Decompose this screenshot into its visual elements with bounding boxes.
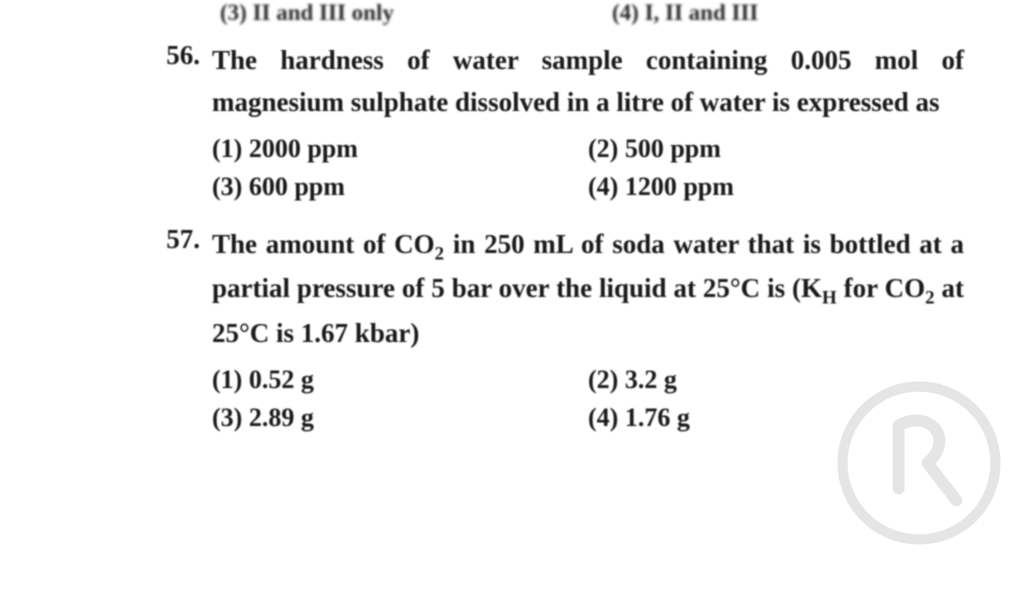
option-label: (4): [588, 172, 618, 201]
options-grid: (1) 2000 ppm (2) 500 ppm (3) 600 ppm (4)…: [212, 130, 964, 206]
option-label: (2): [588, 134, 618, 163]
option-value: 2.89 g: [249, 403, 314, 432]
option-value: 2000 ppm: [249, 134, 358, 163]
option-label: (3): [212, 172, 242, 201]
option-value: 3.2 g: [625, 365, 677, 394]
option-2: (2) 500 ppm: [588, 130, 964, 168]
question-row: 56. The hardness of water sample contain…: [150, 40, 964, 124]
option-2: (2) 3.2 g: [588, 361, 964, 399]
option-value: 1200 ppm: [625, 172, 734, 201]
option-1: (1) 0.52 g: [212, 361, 588, 399]
subscript-2b: 2: [925, 288, 934, 309]
option-value: 1.76 g: [625, 403, 690, 432]
exam-page: (3) II and III only (4) I, II and III 56…: [0, 0, 1024, 608]
option-value: 500 ppm: [625, 134, 721, 163]
question-56: 56. The hardness of water sample contain…: [150, 40, 964, 206]
option-value: 600 ppm: [249, 172, 345, 201]
question-text: The hardness of water sample containing …: [212, 40, 964, 124]
option-label: (1): [212, 134, 242, 163]
option-3: (3) 600 ppm: [212, 168, 588, 206]
partial-option-4: (4) I, II and III: [572, 0, 964, 26]
question-number: 57.: [150, 224, 212, 255]
option-value: 0.52 g: [249, 365, 314, 394]
option-4: (4) 1200 ppm: [588, 168, 964, 206]
q57-part1: The amount of CO: [212, 229, 435, 259]
option-label: (4): [588, 403, 618, 432]
question-row: 57. The amount of CO2 in 250 mL of soda …: [150, 224, 964, 355]
option-1: (1) 2000 ppm: [212, 130, 588, 168]
options-grid: (1) 0.52 g (2) 3.2 g (3) 2.89 g (4) 1.76…: [212, 361, 964, 437]
option-4: (4) 1.76 g: [588, 399, 964, 437]
q57-part3: for CO: [837, 273, 925, 303]
option-label: (1): [212, 365, 242, 394]
subscript-2: 2: [435, 243, 444, 264]
option-label: (2): [588, 365, 618, 394]
question-text: The amount of CO2 in 250 mL of soda wate…: [212, 224, 964, 355]
option-3: (3) 2.89 g: [212, 399, 588, 437]
question-57: 57. The amount of CO2 in 250 mL of soda …: [150, 224, 964, 437]
subscript-h: H: [822, 288, 837, 309]
option-label: (3): [212, 403, 242, 432]
partial-option-3: (3) II and III only: [220, 0, 572, 26]
question-number: 56.: [150, 40, 212, 71]
partial-prev-options: (3) II and III only (4) I, II and III: [150, 0, 964, 26]
